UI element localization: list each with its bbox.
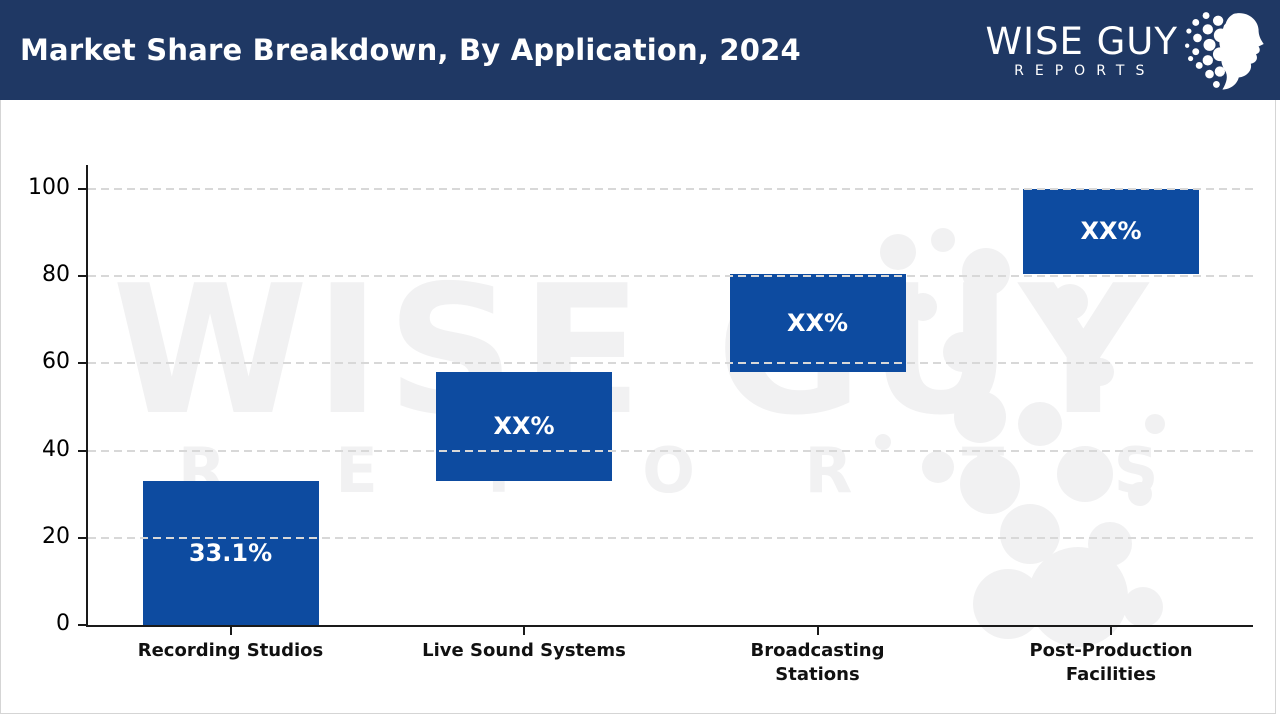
- y-axis-tick-label: 40: [42, 436, 70, 462]
- x-axis-category-label: Post-Production Facilities: [981, 639, 1241, 688]
- logo-text: WISE GUY REPORTS: [986, 23, 1178, 78]
- x-axis-category-line: Live Sound Systems: [422, 640, 626, 661]
- y-axis-tick: [78, 362, 87, 365]
- gridline: [88, 188, 1253, 190]
- gridline: [88, 275, 1253, 278]
- logo-subname: REPORTS: [1014, 62, 1156, 79]
- x-axis-tick: [816, 627, 819, 635]
- y-axis-tick: [78, 449, 87, 452]
- bar-value-label: XX%: [1080, 217, 1142, 246]
- gridline: [88, 536, 1253, 539]
- logo-face-icon: [1185, 12, 1264, 90]
- y-axis-tick-label: 0: [56, 611, 70, 636]
- x-axis-tick: [523, 627, 525, 635]
- y-axis-tick-label: 60: [42, 349, 70, 375]
- y-axis-tick: [78, 275, 87, 278]
- y-axis-tick-label: 80: [42, 262, 70, 288]
- y-axis-tick-label: 20: [42, 523, 70, 549]
- x-axis-tick: [229, 627, 232, 635]
- bar-segment: XX%: [729, 273, 906, 373]
- bar-value-label: XX%: [786, 308, 849, 337]
- figure-border: [0, 100, 1276, 714]
- x-axis-spine: [86, 625, 1253, 627]
- x-axis-category-line: Broadcasting: [750, 640, 885, 661]
- bar-value-label: XX%: [493, 412, 555, 441]
- y-axis-tick-label: 100: [28, 175, 70, 200]
- logo-name: WISE GUY: [985, 19, 1178, 63]
- page-title: Market Share Breakdown, By Application, …: [20, 33, 801, 67]
- x-axis-category-label: Recording Studios: [101, 639, 361, 663]
- wise-guy-logo: WISE GUY REPORTS: [986, 5, 1280, 95]
- y-axis-tick: [78, 188, 87, 190]
- bar-value-label: 33.1%: [188, 538, 273, 567]
- x-axis-category-label: Broadcasting Stations: [688, 639, 948, 688]
- gridline: [88, 449, 1253, 452]
- y-axis-tick: [78, 624, 87, 626]
- bar-segment: XX%: [436, 372, 612, 481]
- x-axis-category-line: Stations: [775, 664, 860, 686]
- header-bar: Market Share Breakdown, By Application, …: [0, 0, 1280, 100]
- x-axis-category-line: Recording Studios: [137, 640, 324, 661]
- bar-segment: 33.1%: [142, 480, 319, 625]
- bar-segment: XX%: [1023, 189, 1199, 274]
- x-axis-category-label: Live Sound Systems: [394, 639, 654, 663]
- y-axis-tick: [78, 536, 87, 539]
- watermark-dots-icon: [875, 228, 1165, 647]
- x-axis-category-line: Post-Production: [1029, 640, 1193, 661]
- y-axis-spine: [86, 165, 88, 627]
- x-axis-category-line: Facilities: [1065, 664, 1157, 686]
- gridline: [88, 362, 1253, 365]
- x-axis-tick: [1110, 627, 1112, 635]
